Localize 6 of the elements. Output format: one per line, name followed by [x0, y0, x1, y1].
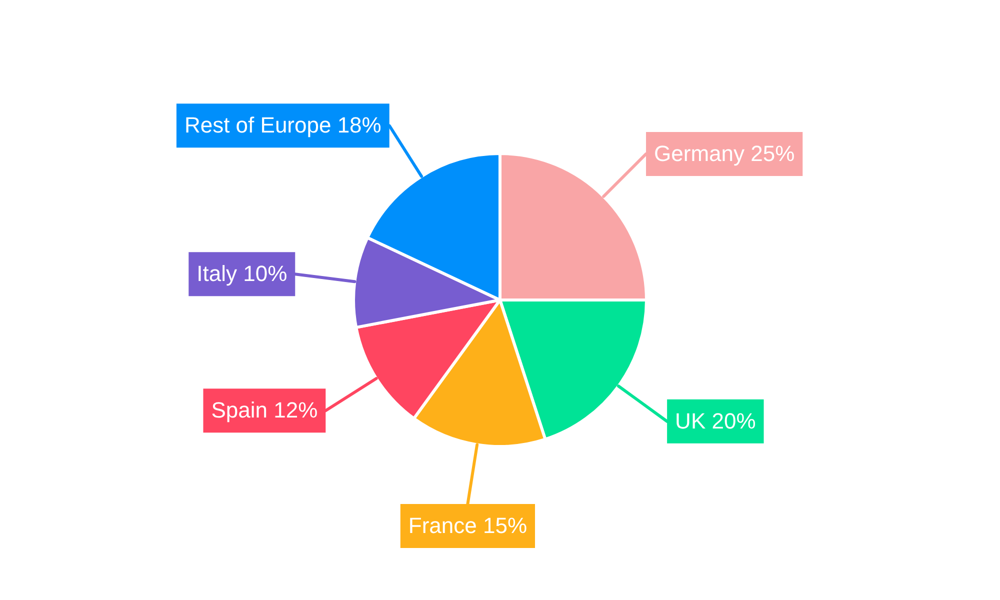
slice-label: Spain 12%: [211, 398, 318, 423]
slice-label: Germany 25%: [654, 141, 795, 166]
slice-label: Italy 10%: [196, 261, 288, 286]
slice-label: France 15%: [408, 513, 528, 538]
slice-label: UK 20%: [675, 408, 756, 434]
slice-label: Rest of Europe 18%: [184, 112, 382, 138]
